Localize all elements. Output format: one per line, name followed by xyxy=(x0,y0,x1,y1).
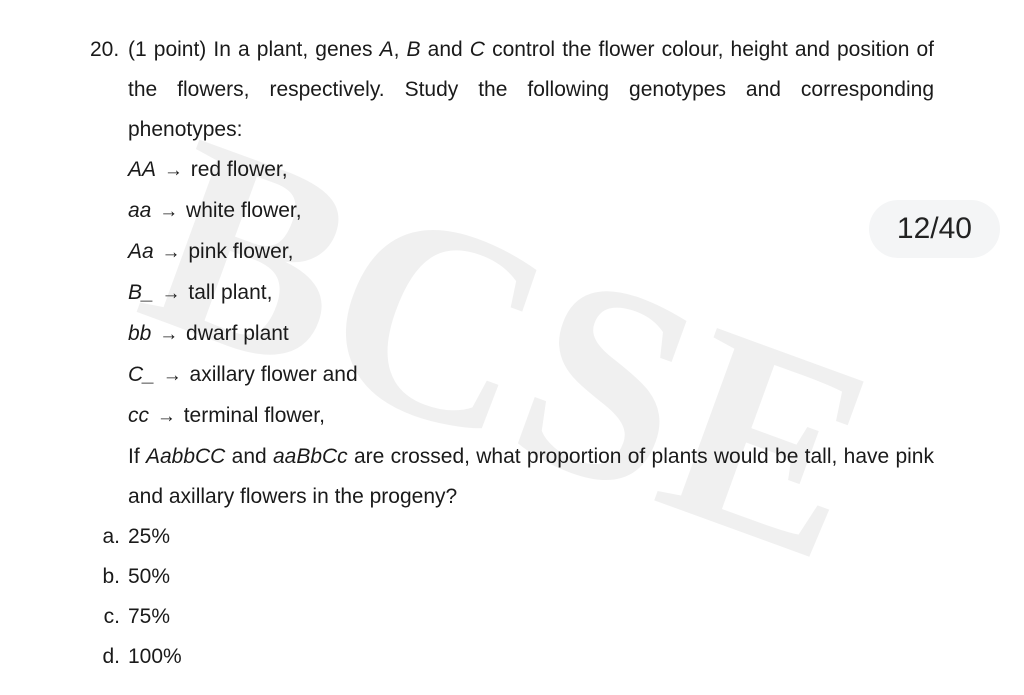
question-page: 20. (1 point) In a plant, genes A, B and… xyxy=(0,0,1024,695)
pheno-0: red flower, xyxy=(191,158,288,181)
geno-4: bb xyxy=(128,322,151,345)
arrow-icon: → xyxy=(160,242,183,263)
gene-b: B xyxy=(407,38,421,61)
question-stem: (1 point) In a plant, genes A, B and C c… xyxy=(128,30,934,150)
genotype-line-2: Aa → pink flower, xyxy=(128,232,934,273)
arrow-icon: → xyxy=(155,406,178,427)
option-row-d[interactable]: d. 100% xyxy=(90,637,934,677)
pheno-5: axillary flower and xyxy=(190,363,358,386)
and-1: and xyxy=(421,38,470,61)
comma-1: , xyxy=(394,38,407,61)
pheno-2: pink flower, xyxy=(188,240,293,263)
arrow-icon: → xyxy=(162,160,185,181)
cross-question: If AabbCC and aaBbCc are crossed, what p… xyxy=(128,437,934,517)
option-letter-b: b. xyxy=(90,557,128,597)
stem-part-1: In a plant, genes xyxy=(213,38,379,61)
question-number: 20. xyxy=(90,30,128,70)
genotype-line-1: aa → white flower, xyxy=(128,191,934,232)
geno-1: aa xyxy=(128,199,151,222)
genotype-line-6: cc → terminal flower, xyxy=(128,396,934,437)
points-label: (1 point) xyxy=(128,38,206,61)
option-letter-a: a. xyxy=(90,517,128,557)
geno-5: C_ xyxy=(128,363,155,386)
option-letter-d: d. xyxy=(90,637,128,677)
arrow-icon: → xyxy=(161,365,184,386)
cross-pre: If xyxy=(128,445,146,468)
geno-6: cc xyxy=(128,404,149,427)
pheno-1: white flower, xyxy=(186,199,302,222)
option-row-c[interactable]: c. 75% xyxy=(90,597,934,637)
gene-c: C xyxy=(470,38,485,61)
gene-a: A xyxy=(380,38,394,61)
cross-parent-1: AabbCC xyxy=(146,445,225,468)
genotype-line-4: bb → dwarf plant xyxy=(128,314,934,355)
arrow-icon: → xyxy=(157,201,180,222)
option-text-a: 25% xyxy=(128,517,934,557)
question-stem-row: 20. (1 point) In a plant, genes A, B and… xyxy=(90,30,934,150)
geno-0: AA xyxy=(128,158,156,181)
cross-parent-2: aaBbCc xyxy=(273,445,348,468)
option-row-b[interactable]: b. 50% xyxy=(90,557,934,597)
arrow-icon: → xyxy=(157,324,180,345)
pheno-4: dwarf plant xyxy=(186,322,289,345)
option-letter-c: c. xyxy=(90,597,128,637)
pheno-3: tall plant, xyxy=(188,281,272,304)
option-text-b: 50% xyxy=(128,557,934,597)
genotype-line-0: AA → red flower, xyxy=(128,150,934,191)
genotype-line-3: B_ → tall plant, xyxy=(128,273,934,314)
option-text-d: 100% xyxy=(128,637,934,677)
cross-mid: and xyxy=(225,445,273,468)
option-text-c: 75% xyxy=(128,597,934,637)
option-row-a[interactable]: a. 25% xyxy=(90,517,934,557)
genotype-line-5: C_ → axillary flower and xyxy=(128,355,934,396)
pheno-6: terminal flower, xyxy=(184,404,325,427)
geno-3: B_ xyxy=(128,281,154,304)
arrow-icon: → xyxy=(160,283,183,304)
geno-2: Aa xyxy=(128,240,154,263)
